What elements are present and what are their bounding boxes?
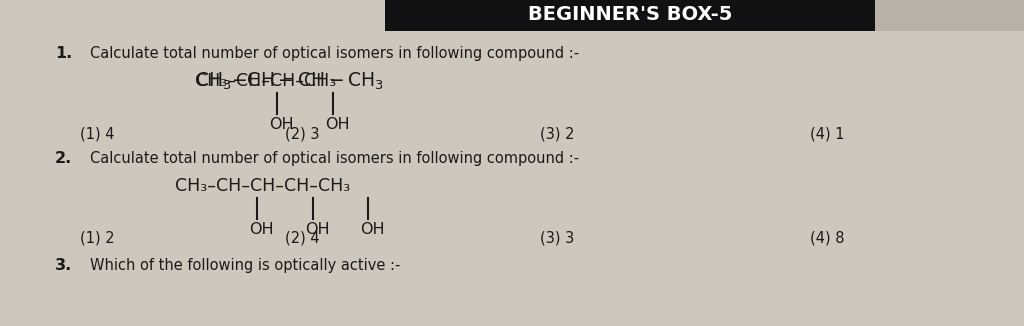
Text: OH: OH: [325, 117, 349, 132]
Text: OH: OH: [305, 222, 330, 237]
Text: 1.: 1.: [55, 46, 73, 61]
Text: (4) 1: (4) 1: [810, 126, 845, 141]
Text: (1) 4: (1) 4: [80, 126, 115, 141]
Text: OH: OH: [269, 117, 294, 132]
Text: (2) 3: (2) 3: [285, 126, 319, 141]
Text: $\mathregular{CH_3}$$\mathregular{-CH-CH-}$$\mathregular{CH_3}$: $\mathregular{CH_3}$$\mathregular{-CH-CH…: [195, 70, 384, 92]
Text: (4) 8: (4) 8: [810, 230, 845, 245]
Text: Calculate total number of optical isomers in following compound :-: Calculate total number of optical isomer…: [90, 46, 580, 61]
Text: (3) 2: (3) 2: [540, 126, 574, 141]
Text: (1) 2: (1) 2: [80, 230, 115, 245]
Text: Calculate total number of optical isomers in following compound :-: Calculate total number of optical isomer…: [90, 151, 580, 166]
Text: (3) 3: (3) 3: [540, 230, 574, 245]
Bar: [385, 0, 874, 31]
Text: BEGINNER'S BOX-5: BEGINNER'S BOX-5: [527, 6, 732, 24]
Bar: [874, 0, 1024, 31]
Text: OH: OH: [360, 222, 385, 237]
Text: 3.: 3.: [55, 258, 73, 273]
Text: OH: OH: [249, 222, 273, 237]
Text: CH₃–CH–CH–CH₃: CH₃–CH–CH–CH₃: [195, 72, 336, 90]
Text: 2.: 2.: [55, 151, 73, 166]
Text: Which of the following is optically active :-: Which of the following is optically acti…: [90, 258, 400, 273]
Text: CH₃–CH–CH–CH–CH₃: CH₃–CH–CH–CH–CH₃: [175, 177, 350, 195]
Text: (2) 4: (2) 4: [285, 230, 319, 245]
